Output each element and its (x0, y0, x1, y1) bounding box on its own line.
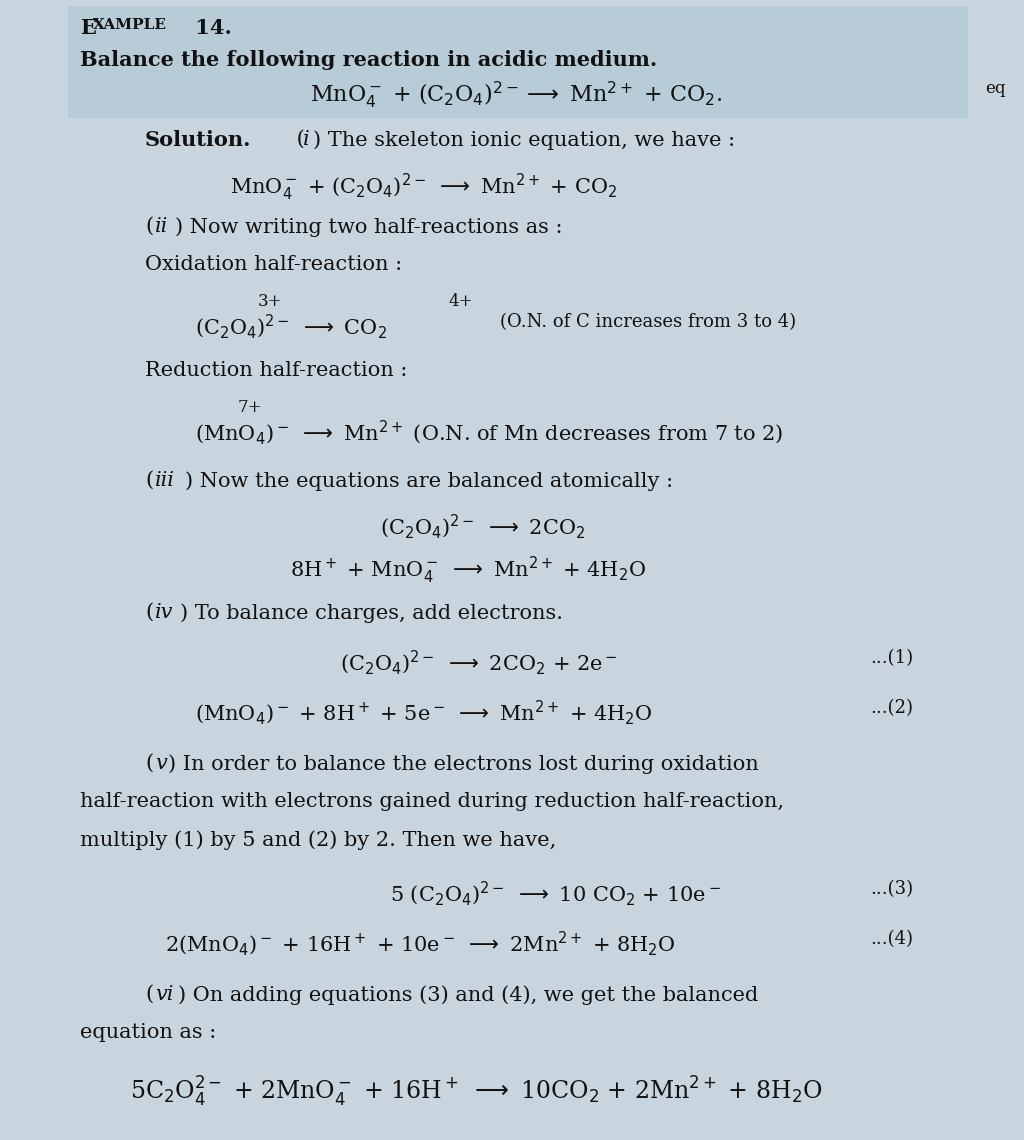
Text: ii: ii (155, 217, 168, 236)
Text: ) Now writing two half-reactions as :: ) Now writing two half-reactions as : (175, 217, 562, 237)
Text: (O.N. of C increases from 3 to 4): (O.N. of C increases from 3 to 4) (500, 314, 796, 331)
Text: (: ( (145, 217, 154, 236)
Text: Oxidation half-reaction :: Oxidation half-reaction : (145, 255, 402, 274)
Text: equation as :: equation as : (80, 1023, 216, 1042)
Text: ...(3): ...(3) (870, 880, 913, 898)
Text: v: v (155, 754, 167, 773)
Text: (: ( (290, 130, 305, 149)
Text: Reduction half-reaction :: Reduction half-reaction : (145, 361, 408, 380)
Text: 8H$^+$ + MnO$_4^-$ $\longrightarrow$ Mn$^{2+}$ + 4H$_2$O: 8H$^+$ + MnO$_4^-$ $\longrightarrow$ Mn$… (290, 555, 646, 586)
Text: MnO$_4^-$ + (C$_2$O$_4$)$^{2-}$ $\longrightarrow$ Mn$^{2+}$ + CO$_2$: MnO$_4^-$ + (C$_2$O$_4$)$^{2-}$ $\longri… (230, 172, 617, 203)
Text: Balance the following reaction in acidic medium.: Balance the following reaction in acidic… (80, 50, 657, 70)
Text: (: ( (145, 985, 154, 1004)
Text: E: E (80, 18, 96, 38)
Text: 5 (C$_2$O$_4$)$^{2-}$ $\longrightarrow$ 10 CO$_2$ + 10e$^-$: 5 (C$_2$O$_4$)$^{2-}$ $\longrightarrow$ … (390, 880, 721, 909)
Text: ) In order to balance the electrons lost during oxidation: ) In order to balance the electrons lost… (168, 754, 759, 774)
Text: ) To balance charges, add electrons.: ) To balance charges, add electrons. (180, 603, 563, 622)
Text: half-reaction with electrons gained during reduction half-reaction,: half-reaction with electrons gained duri… (80, 792, 784, 811)
Text: (C$_2$O$_4$)$^{2-}$ $\longrightarrow$ 2CO$_2$: (C$_2$O$_4$)$^{2-}$ $\longrightarrow$ 2C… (380, 513, 586, 542)
Text: 5C$_2$O$_4^{2-}$ + 2MnO$_4^-$ + 16H$^+$ $\longrightarrow$ 10CO$_2$ + 2Mn$^{2+}$ : 5C$_2$O$_4^{2-}$ + 2MnO$_4^-$ + 16H$^+$ … (130, 1075, 822, 1109)
Text: (MnO$_4$)$^-$ + 8H$^+$ + 5e$^-$ $\longrightarrow$ Mn$^{2+}$ + 4H$_2$O: (MnO$_4$)$^-$ + 8H$^+$ + 5e$^-$ $\longri… (195, 699, 652, 727)
Text: XAMPLE: XAMPLE (93, 18, 167, 32)
Text: eq: eq (985, 80, 1006, 97)
Text: (: ( (145, 754, 154, 773)
Text: (C$_2$O$_4$)$^{2-}$ $\longrightarrow$ 2CO$_2$ + 2e$^-$: (C$_2$O$_4$)$^{2-}$ $\longrightarrow$ 2C… (340, 649, 617, 677)
FancyBboxPatch shape (68, 6, 968, 119)
Text: ...(4): ...(4) (870, 930, 913, 948)
Text: (: ( (145, 471, 154, 490)
Text: ) Now the equations are balanced atomically :: ) Now the equations are balanced atomica… (185, 471, 673, 490)
Text: ) The skeleton ionic equation, we have :: ) The skeleton ionic equation, we have : (313, 130, 735, 149)
Text: 2(MnO$_4$)$^-$ + 16H$^+$ + 10e$^-$ $\longrightarrow$ 2Mn$^{2+}$ + 8H$_2$O: 2(MnO$_4$)$^-$ + 16H$^+$ + 10e$^-$ $\lon… (165, 930, 676, 959)
Text: vi: vi (155, 985, 173, 1004)
Text: MnO$_4^-$ + (C$_2$O$_4$)$^{2-}$$\longrightarrow$ Mn$^{2+}$ + CO$_2$.: MnO$_4^-$ + (C$_2$O$_4$)$^{2-}$$\longrig… (310, 80, 722, 112)
Text: iv: iv (155, 603, 173, 622)
Text: iii: iii (155, 471, 175, 490)
Text: 3+: 3+ (258, 293, 283, 310)
Text: (C$_2$O$_4$)$^{2-}$ $\longrightarrow$ CO$_2$: (C$_2$O$_4$)$^{2-}$ $\longrightarrow$ CO… (195, 314, 387, 341)
Text: Solution.: Solution. (145, 130, 252, 150)
Text: (: ( (145, 603, 154, 622)
Text: i: i (303, 130, 309, 149)
Text: 4+: 4+ (449, 293, 472, 310)
Text: (MnO$_4$)$^-$ $\longrightarrow$ Mn$^{2+}$ (O.N. of Mn decreases from 7 to 2): (MnO$_4$)$^-$ $\longrightarrow$ Mn$^{2+}… (195, 420, 783, 447)
Text: 7+: 7+ (238, 399, 262, 416)
Text: ...(1): ...(1) (870, 649, 913, 667)
Text: multiply (1) by 5 and (2) by 2. Then we have,: multiply (1) by 5 and (2) by 2. Then we … (80, 830, 556, 849)
Text: ) On adding equations (3) and (4), we get the balanced: ) On adding equations (3) and (4), we ge… (178, 985, 758, 1004)
Text: ...(2): ...(2) (870, 699, 913, 717)
Text: 14.: 14. (188, 18, 231, 38)
